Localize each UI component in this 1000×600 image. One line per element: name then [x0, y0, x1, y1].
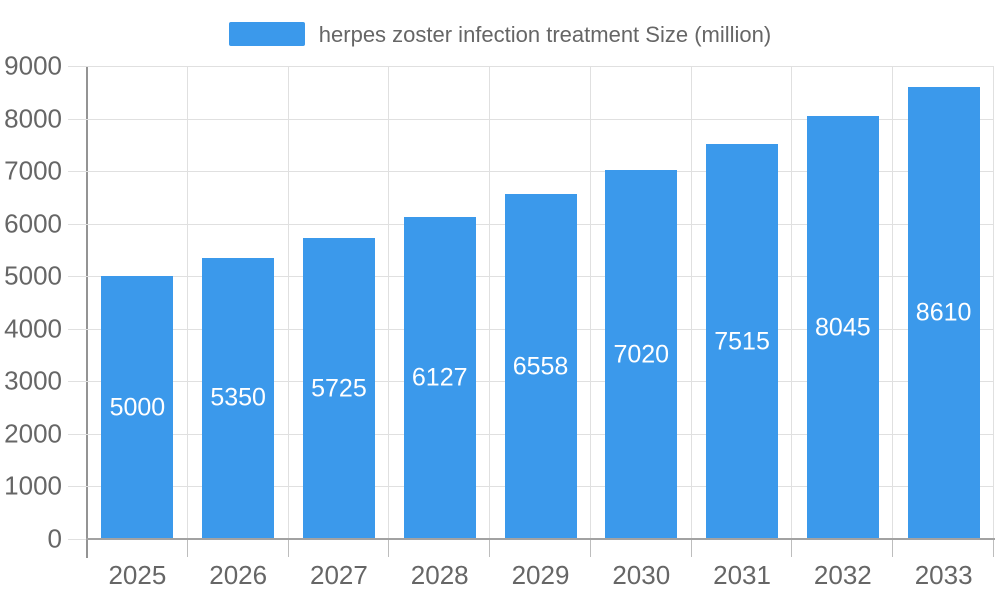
bar-2026[interactable] — [202, 257, 275, 539]
bar-value-label-2033: 8610 — [915, 298, 972, 327]
legend[interactable]: herpes zoster infection treatment Size (… — [0, 19, 1000, 49]
x-tick-label-2026: 2026 — [209, 560, 268, 590]
y-tick-6000 — [68, 223, 87, 225]
bar-2033[interactable] — [907, 86, 980, 539]
bar-2032[interactable] — [806, 116, 879, 539]
bar-value-label-2026: 5350 — [210, 383, 266, 412]
bar-value-label-2032: 8045 — [815, 313, 871, 342]
x-tick-label-2027: 2027 — [310, 560, 368, 590]
bar-2030[interactable] — [605, 170, 678, 539]
y-tick-2000 — [68, 433, 87, 435]
y-tick-label-8000: 8000 — [4, 103, 62, 134]
legend-swatch — [228, 22, 305, 46]
bar-2027[interactable] — [302, 238, 375, 539]
y-tick-0 — [68, 539, 87, 540]
y-tick-label-9000: 9000 — [4, 50, 62, 81]
x-tick-boundary-3 — [388, 540, 390, 557]
y-tick-9000 — [68, 66, 87, 67]
x-tick-boundary-2 — [287, 540, 289, 557]
gridline-x-boundary-9 — [993, 66, 994, 539]
y-tick-label-1000: 1000 — [4, 470, 62, 501]
y-tick-label-3000: 3000 — [4, 365, 62, 396]
bar-value-label-2030: 7020 — [613, 340, 670, 369]
bar-2029[interactable] — [504, 194, 577, 539]
y-tick-8000 — [68, 118, 87, 120]
gridline-x-boundary-1 — [186, 66, 188, 539]
x-tick-label-2028: 2028 — [410, 560, 469, 590]
y-tick-label-0: 0 — [47, 523, 62, 554]
x-tick-boundary-9 — [993, 540, 994, 557]
y-tick-7000 — [68, 171, 87, 173]
legend-label: herpes zoster infection treatment Size (… — [318, 22, 772, 47]
x-tick-label-2030: 2030 — [612, 560, 671, 590]
gridline-y-9000 — [87, 66, 994, 67]
bar-2031[interactable] — [706, 144, 779, 539]
bar-2028[interactable] — [403, 217, 476, 539]
x-tick-boundary-6 — [690, 540, 692, 557]
x-tick-label-2033: 2033 — [914, 560, 973, 590]
y-tick-5000 — [68, 276, 87, 278]
bar-value-label-2029: 6558 — [512, 352, 569, 381]
bar-value-label-2031: 7515 — [714, 327, 770, 356]
gridline-x-boundary-7 — [791, 66, 793, 539]
y-tick-1000 — [68, 486, 87, 488]
y-tick-3000 — [68, 381, 87, 383]
x-tick-boundary-7 — [791, 540, 793, 557]
y-axis-line — [86, 66, 88, 558]
x-tick-label-2031: 2031 — [713, 560, 771, 590]
y-tick-label-7000: 7000 — [4, 155, 62, 186]
plot-area: 5000 5350 5725 6127 6558 7020 7515 8045 8610 — [87, 66, 994, 539]
gridline-x-boundary-4 — [489, 66, 491, 539]
x-tick-boundary-4 — [489, 540, 491, 557]
bar-value-label-2025: 5000 — [109, 393, 166, 422]
x-tick-label-2029: 2029 — [511, 560, 570, 590]
gridline-x-boundary-3 — [388, 66, 390, 539]
gridline-x-boundary-2 — [287, 66, 289, 539]
x-tick-boundary-5 — [589, 540, 591, 557]
x-axis-line — [86, 538, 995, 540]
y-tick-label-2000: 2000 — [4, 418, 62, 449]
gridline-x-boundary-8 — [892, 66, 894, 539]
y-tick-4000 — [68, 328, 87, 330]
y-tick-label-6000: 6000 — [4, 208, 62, 239]
gridline-y-8000 — [87, 118, 994, 120]
bar-value-label-2028: 6127 — [411, 363, 468, 392]
gridline-y-7000 — [87, 171, 994, 173]
x-tick-label-2032: 2032 — [813, 560, 872, 590]
y-tick-label-5000: 5000 — [4, 260, 62, 291]
y-tick-label-4000: 4000 — [4, 313, 62, 344]
bar-value-label-2027: 5725 — [311, 374, 367, 403]
x-tick-label-2025: 2025 — [108, 560, 167, 590]
gridline-x-boundary-6 — [690, 66, 692, 539]
bar-2025[interactable] — [101, 276, 174, 539]
x-tick-boundary-1 — [186, 540, 188, 557]
x-tick-boundary-8 — [892, 540, 894, 557]
gridline-x-boundary-5 — [589, 66, 591, 539]
